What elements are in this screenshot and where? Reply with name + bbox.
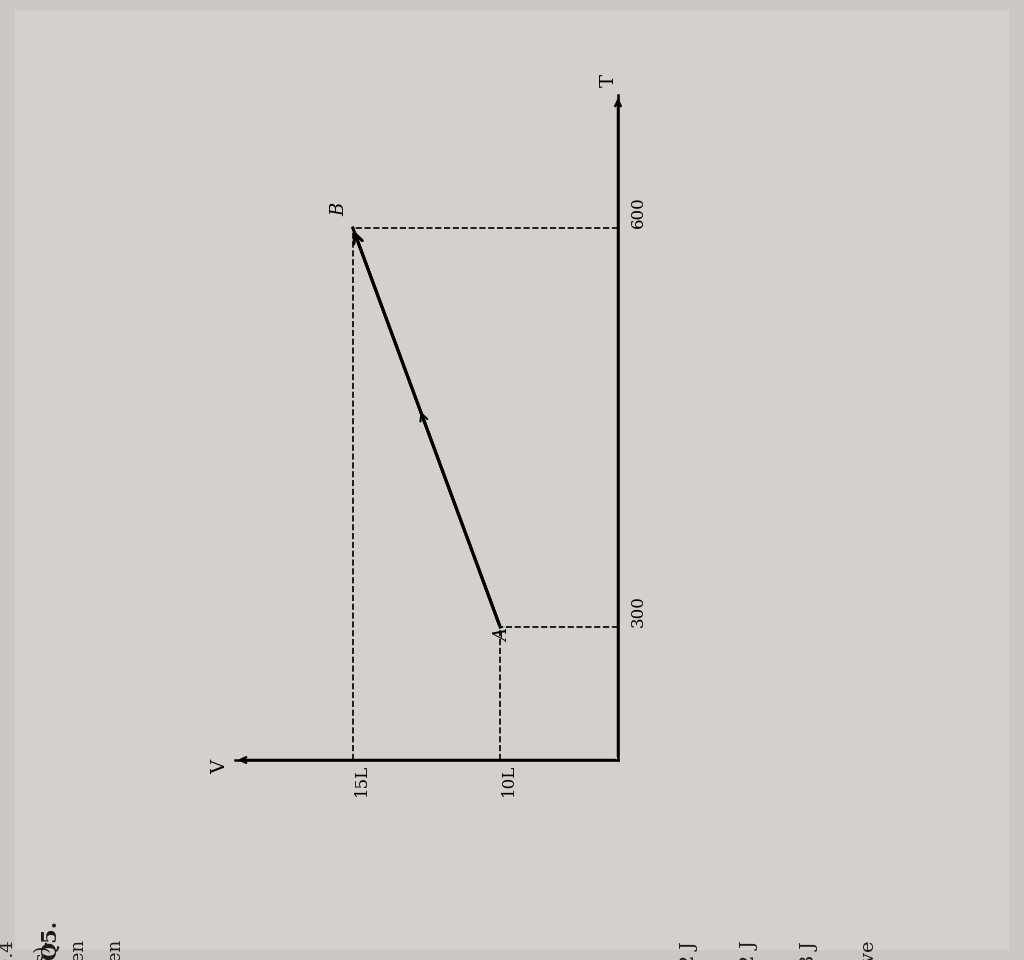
Text: Given : ln 1.5 = 0.4: Given : ln 1.5 = 0.4 — [0, 940, 17, 960]
Text: 300: 300 — [630, 595, 646, 627]
Text: (D) $\Delta S_{AB}$ is + ve: (D) $\Delta S_{AB}$ is + ve — [858, 940, 880, 960]
Text: T: T — [600, 73, 618, 86]
Text: (A) $\mathit{w}_{AB}$ = −1496.52 J: (A) $\mathit{w}_{AB}$ = −1496.52 J — [677, 940, 700, 960]
Text: If one mole monoatomic ideal gas was taken: If one mole monoatomic ideal gas was tak… — [106, 940, 125, 960]
Text: (C) $\Delta H_{AB}$ = 3741.3 J: (C) $\Delta H_{AB}$ = 3741.3 J — [797, 940, 820, 960]
Text: 10L: 10L — [500, 764, 517, 796]
Text: V: V — [211, 760, 229, 774]
Text: 15L: 15L — [353, 764, 370, 796]
Text: 600: 600 — [630, 196, 646, 228]
Text: (B) $\mathit{q}_{AB}$ = 5237.82 J: (B) $\mathit{q}_{AB}$ = 5237.82 J — [737, 940, 760, 960]
Text: select correct option(s).: select correct option(s). — [34, 940, 52, 960]
Text: A: A — [495, 629, 512, 642]
Text: Q5.: Q5. — [40, 920, 60, 960]
Text: through process AB as shown in figure, then: through process AB as shown in figure, t… — [70, 940, 88, 960]
Text: B: B — [330, 203, 348, 216]
